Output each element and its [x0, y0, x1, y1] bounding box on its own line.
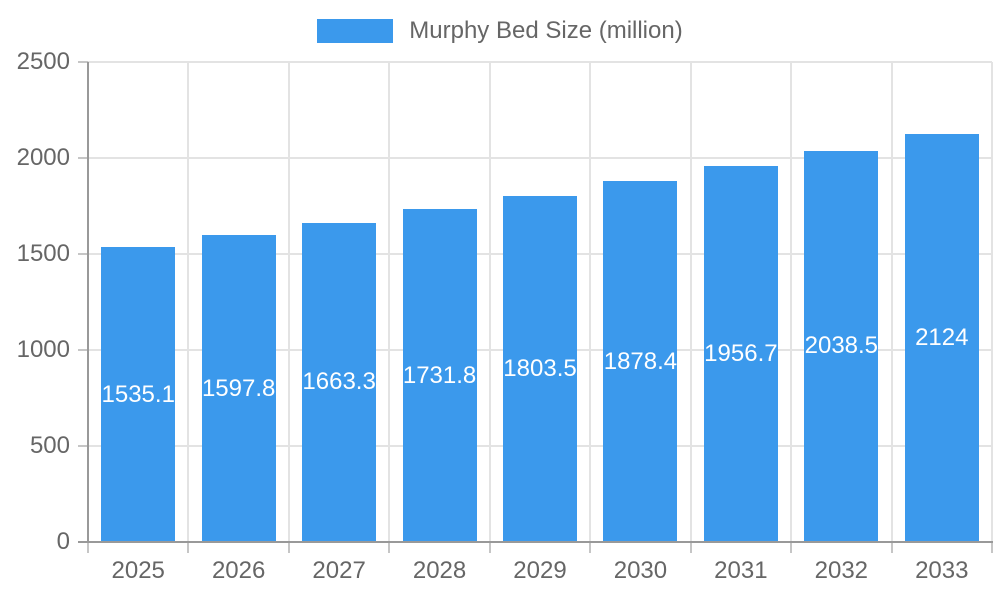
- x-axis-tick: [991, 542, 993, 553]
- x-gridline: [287, 62, 290, 542]
- y-axis-label: 2500: [16, 48, 70, 75]
- bar-2033[interactable]: [904, 134, 979, 542]
- x-axis-label: 2032: [814, 557, 869, 584]
- x-gridline: [488, 62, 491, 542]
- y-axis-label: 1500: [16, 240, 70, 267]
- bar-2028[interactable]: [402, 209, 477, 542]
- x-gridline: [890, 62, 893, 542]
- bar-2030[interactable]: [603, 181, 678, 542]
- x-axis-label: 2028: [412, 557, 467, 584]
- legend-item[interactable]: Murphy Bed Size (million): [0, 17, 1000, 45]
- x-axis-tick: [790, 542, 793, 553]
- x-axis-label: 2030: [613, 557, 668, 584]
- y-axis-tick: [78, 349, 88, 351]
- y-axis-label: 1000: [16, 336, 70, 363]
- x-axis-tick: [589, 542, 592, 553]
- x-axis-tick: [689, 542, 692, 553]
- x-gridline: [991, 62, 993, 542]
- x-axis-label: 2026: [211, 557, 266, 584]
- x-axis-line: [78, 541, 993, 543]
- legend-swatch[interactable]: [317, 19, 394, 43]
- x-axis-label: 2025: [111, 557, 165, 584]
- y-gridline: [88, 157, 992, 159]
- bar-2031[interactable]: [703, 166, 778, 542]
- x-axis-tick: [287, 542, 290, 553]
- x-axis-tick: [488, 542, 491, 553]
- x-axis-tick: [87, 542, 89, 553]
- x-axis-label: 2031: [714, 557, 768, 584]
- x-gridline: [589, 62, 592, 542]
- x-axis-label: 2027: [312, 557, 366, 584]
- x-gridline: [187, 62, 190, 542]
- x-axis-tick: [388, 542, 391, 553]
- y-axis-label: 500: [29, 432, 70, 459]
- x-axis-label: 2033: [915, 557, 969, 584]
- legend-label: Murphy Bed Size (million): [409, 17, 683, 44]
- x-axis-tick: [187, 542, 190, 553]
- y-axis-tick: [78, 157, 88, 159]
- x-gridline: [790, 62, 793, 542]
- y-axis-tick: [78, 253, 88, 255]
- x-gridline: [689, 62, 692, 542]
- y-axis-tick: [78, 445, 88, 447]
- y-axis-label: 0: [56, 528, 70, 555]
- y-axis-line: [87, 62, 89, 542]
- x-gridline: [388, 62, 391, 542]
- x-axis-tick: [890, 542, 893, 553]
- bar-2032[interactable]: [804, 150, 879, 542]
- bar-2029[interactable]: [503, 195, 577, 542]
- y-axis-tick: [78, 61, 88, 63]
- bar-2026[interactable]: [201, 235, 276, 542]
- bar-2027[interactable]: [302, 222, 377, 542]
- bar-2025[interactable]: [101, 247, 176, 542]
- y-axis-label: 2000: [16, 144, 70, 171]
- y-gridline: [88, 61, 992, 63]
- x-axis-label: 2029: [513, 557, 567, 584]
